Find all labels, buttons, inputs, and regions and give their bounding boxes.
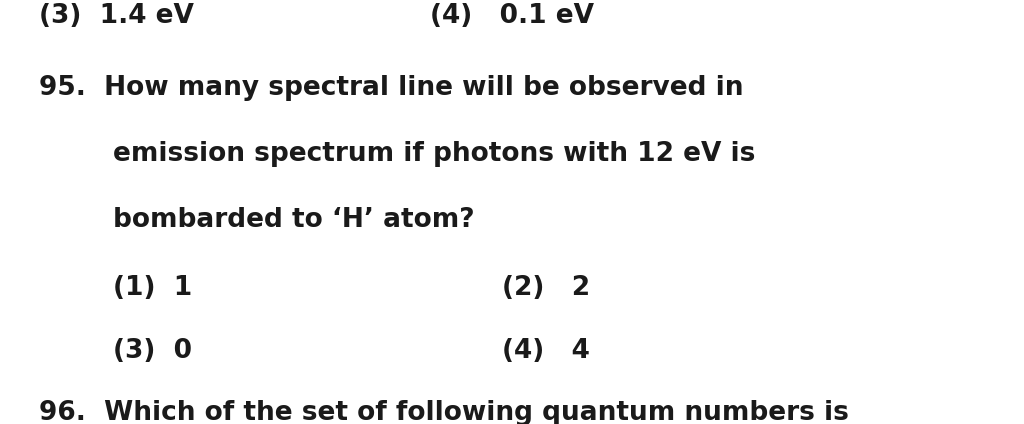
Text: (4)   0.1 eV: (4) 0.1 eV: [430, 3, 594, 29]
Text: emission spectrum if photons with 12 eV is: emission spectrum if photons with 12 eV …: [113, 141, 755, 167]
Text: (2)   2: (2) 2: [502, 275, 590, 301]
Text: 95.  How many spectral line will be observed in: 95. How many spectral line will be obser…: [39, 75, 743, 101]
Text: (4)   4: (4) 4: [502, 338, 590, 364]
Text: 96.  Which of the set of following quantum numbers is: 96. Which of the set of following quantu…: [39, 400, 849, 424]
Text: (3)  1.4 eV: (3) 1.4 eV: [39, 3, 194, 29]
Text: (1)  1: (1) 1: [113, 275, 191, 301]
Text: bombarded to ‘H’ atom?: bombarded to ‘H’ atom?: [113, 207, 474, 233]
Text: (3)  0: (3) 0: [113, 338, 191, 364]
